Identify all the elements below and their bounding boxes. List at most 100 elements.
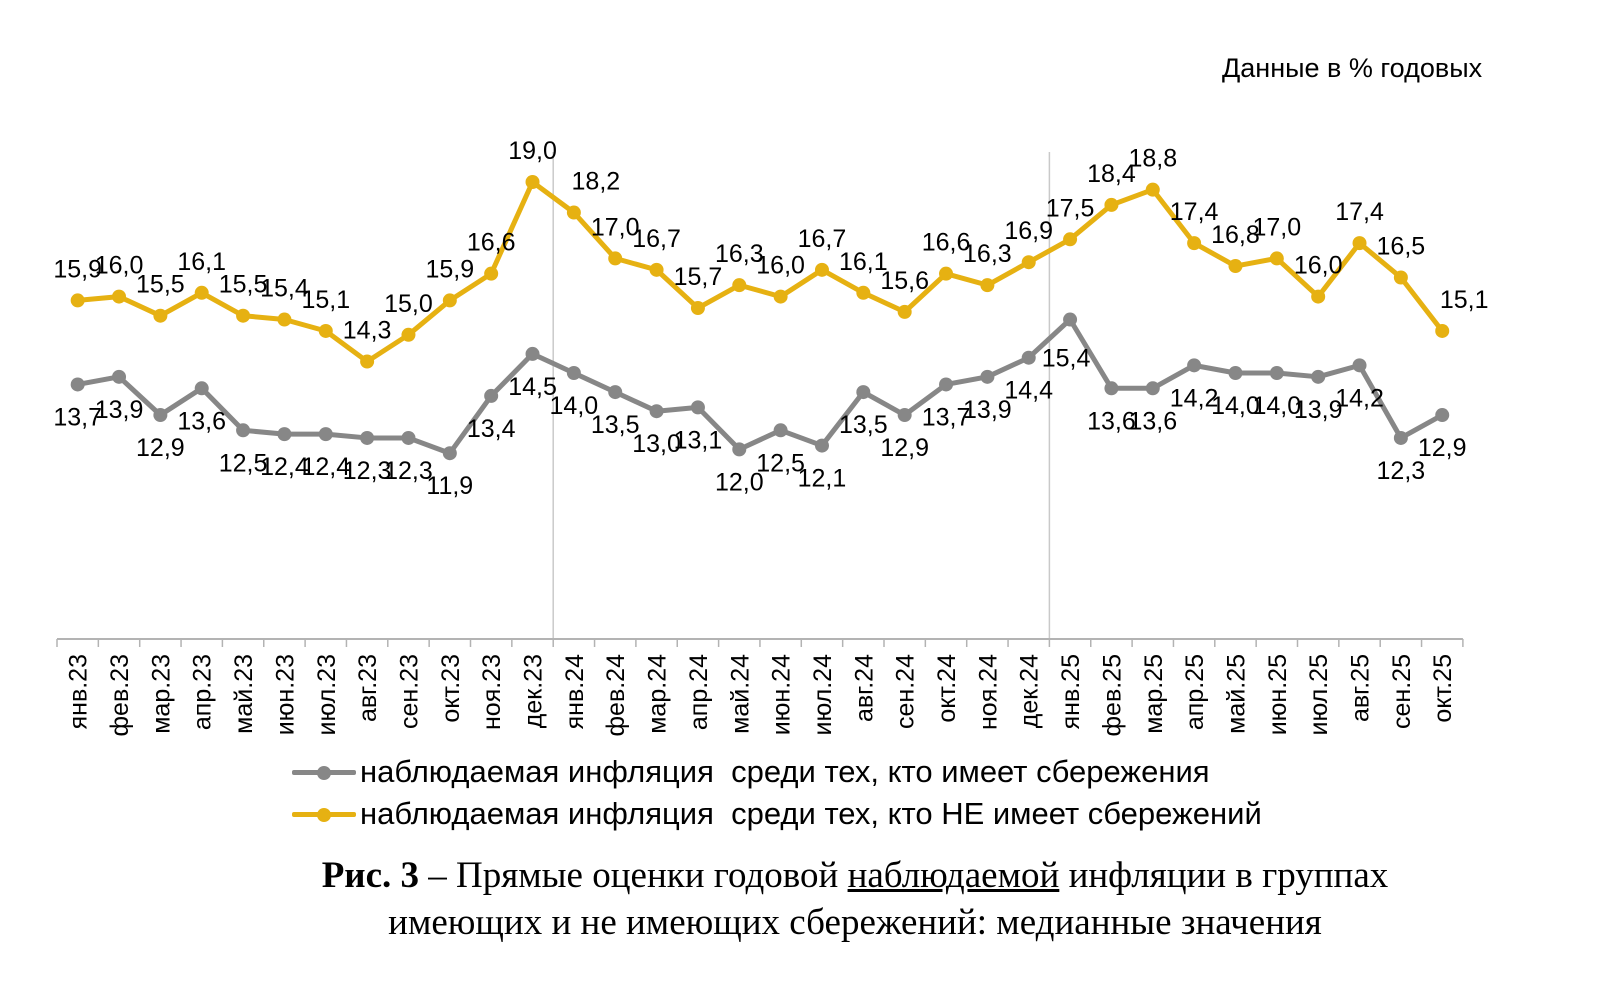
data-point xyxy=(153,308,168,323)
data-point xyxy=(277,427,292,442)
data-point xyxy=(1104,381,1119,396)
data-point xyxy=(401,327,416,342)
data-point xyxy=(442,293,457,308)
data-label: 15,9 xyxy=(425,255,474,283)
data-label: 12,3 xyxy=(1377,457,1426,485)
x-axis-label: дек.23 xyxy=(520,654,548,728)
x-axis-label: июл.24 xyxy=(809,654,837,736)
data-label: 16,6 xyxy=(922,229,971,257)
legend-item-without-savings: наблюдаемая инфляция среди тех, кто НЕ и… xyxy=(292,793,1262,835)
x-axis-label: фев.25 xyxy=(1098,654,1126,737)
data-label: 16,5 xyxy=(1377,233,1426,261)
data-point xyxy=(1228,259,1243,274)
data-point xyxy=(1352,358,1367,373)
data-label: 16,3 xyxy=(715,240,764,268)
data-label: 12,1 xyxy=(798,465,847,493)
x-axis-label: мар.25 xyxy=(1140,654,1168,734)
data-point xyxy=(608,385,623,400)
caption-text: инфляции в группах xyxy=(1059,855,1389,896)
x-axis-label: май.25 xyxy=(1222,654,1250,734)
data-label: 16,0 xyxy=(95,252,144,280)
data-label: 18,8 xyxy=(1128,145,1177,173)
data-label: 16,1 xyxy=(839,248,888,276)
data-label: 12,4 xyxy=(301,453,350,481)
data-point xyxy=(442,446,457,461)
data-point xyxy=(1393,270,1408,285)
data-point xyxy=(1104,197,1119,212)
data-label: 18,2 xyxy=(572,168,621,196)
data-point xyxy=(1145,381,1160,396)
x-axis-label: окт.23 xyxy=(437,654,465,723)
data-label: 16,9 xyxy=(1004,217,1053,245)
x-axis-label: май.24 xyxy=(726,654,754,734)
data-label: 16,7 xyxy=(798,225,847,253)
data-label: 12,9 xyxy=(136,434,185,462)
data-point xyxy=(897,408,912,423)
data-point xyxy=(1269,251,1284,266)
data-label: 15,1 xyxy=(1440,286,1489,314)
data-point xyxy=(112,289,127,304)
x-axis-label: июн.25 xyxy=(1264,654,1292,735)
data-label: 15,1 xyxy=(301,286,350,314)
data-label: 13,7 xyxy=(53,403,102,431)
data-label: 15,4 xyxy=(260,275,309,303)
legend-dot-sample xyxy=(317,807,331,822)
data-point xyxy=(70,293,85,308)
x-axis-label: фев.23 xyxy=(106,654,134,737)
data-point xyxy=(980,278,995,293)
data-point xyxy=(649,262,664,277)
data-point xyxy=(566,205,581,220)
data-point xyxy=(939,377,954,392)
x-axis-label: янв.24 xyxy=(561,654,589,729)
data-point xyxy=(401,430,416,445)
legend-dot-sample xyxy=(317,765,331,780)
x-axis-label: авг.23 xyxy=(354,654,382,722)
data-point xyxy=(112,369,127,384)
data-point xyxy=(1063,312,1078,327)
x-axis-label: дек.24 xyxy=(1016,654,1044,728)
data-label: 13,7 xyxy=(922,403,971,431)
data-point xyxy=(484,266,499,281)
x-axis-label: авг.25 xyxy=(1347,654,1375,722)
data-point xyxy=(649,404,664,419)
data-label: 15,7 xyxy=(674,263,723,291)
data-point xyxy=(318,427,333,442)
data-point xyxy=(732,278,747,293)
data-label: 12,0 xyxy=(715,468,764,496)
data-label: 12,5 xyxy=(219,449,268,477)
data-label: 13,9 xyxy=(963,396,1012,424)
data-label: 19,0 xyxy=(508,137,557,165)
data-point xyxy=(690,400,705,415)
data-label: 12,4 xyxy=(260,453,309,481)
data-label: 13,9 xyxy=(1294,396,1343,424)
data-label: 13,0 xyxy=(632,430,681,458)
data-point xyxy=(897,304,912,319)
data-point xyxy=(856,385,871,400)
x-axis-label: окт.24 xyxy=(933,654,961,723)
figure-caption: Рис. 3 – Прямые оценки годовой наблюдаем… xyxy=(205,852,1505,946)
data-label: 14,0 xyxy=(1252,392,1301,420)
x-axis-label: мар.24 xyxy=(644,654,672,734)
data-label: 15,4 xyxy=(1042,345,1091,373)
data-point xyxy=(277,312,292,327)
data-label: 11,9 xyxy=(426,472,473,500)
data-label: 17,4 xyxy=(1335,198,1384,226)
data-label: 14,2 xyxy=(1170,384,1219,412)
data-point xyxy=(856,285,871,300)
data-point xyxy=(1311,369,1326,384)
data-label: 14,5 xyxy=(508,373,557,401)
x-axis-label: сен.24 xyxy=(892,654,920,729)
data-label: 17,0 xyxy=(1252,213,1301,241)
caption-text-line2: имеющих и не имеющих сбережений: медианн… xyxy=(388,902,1322,943)
data-point xyxy=(1311,289,1326,304)
data-label: 16,7 xyxy=(632,225,681,253)
data-label: 17,0 xyxy=(591,213,640,241)
data-label: 12,9 xyxy=(880,434,929,462)
caption-separator: – xyxy=(419,855,457,896)
data-point xyxy=(153,408,168,423)
legend-marker-gold xyxy=(292,807,356,822)
x-axis-label: сен.23 xyxy=(395,654,423,729)
data-label: 17,5 xyxy=(1046,194,1095,222)
data-label: 13,5 xyxy=(839,411,888,439)
